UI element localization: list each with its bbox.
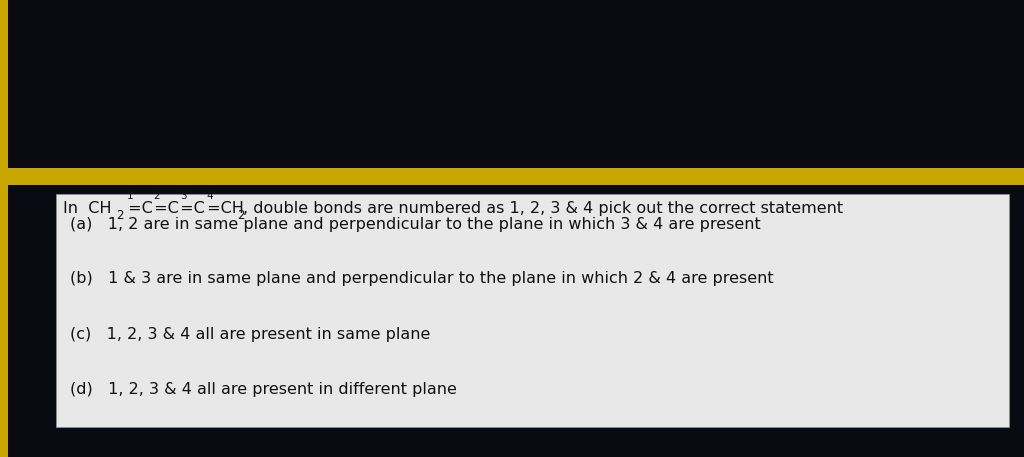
- Text: (c)   1, 2, 3 & 4 all are present in same plane: (c) 1, 2, 3 & 4 all are present in same …: [70, 327, 430, 342]
- Text: 2: 2: [237, 209, 245, 223]
- Text: (b)   1 & 3 are in same plane and perpendicular to the plane in which 2 & 4 are : (b) 1 & 3 are in same plane and perpendi…: [70, 271, 773, 287]
- Bar: [0, 0, 8, 457]
- Text: 1: 1: [127, 191, 134, 201]
- Bar: [0, 168, 1024, 185]
- Text: (a)   1, 2 are in same plane and perpendicular to the plane in which 3 & 4 are p: (a) 1, 2 are in same plane and perpendic…: [70, 217, 761, 232]
- Text: 2: 2: [116, 209, 124, 223]
- Text: =C: =C: [150, 201, 179, 216]
- Text: =C: =C: [123, 201, 153, 216]
- Text: , double bonds are numbered as 1, 2, 3 & 4 pick out the correct statement: , double bonds are numbered as 1, 2, 3 &…: [244, 201, 844, 216]
- Bar: [56, 194, 1009, 427]
- Text: In  CH: In CH: [63, 201, 112, 216]
- Text: =C: =C: [175, 201, 205, 216]
- Text: 3: 3: [180, 191, 186, 201]
- Text: =CH: =CH: [202, 201, 244, 216]
- Text: 2: 2: [154, 191, 160, 201]
- Text: 4: 4: [206, 191, 213, 201]
- Text: (d)   1, 2, 3 & 4 all are present in different plane: (d) 1, 2, 3 & 4 all are present in diffe…: [70, 382, 457, 397]
